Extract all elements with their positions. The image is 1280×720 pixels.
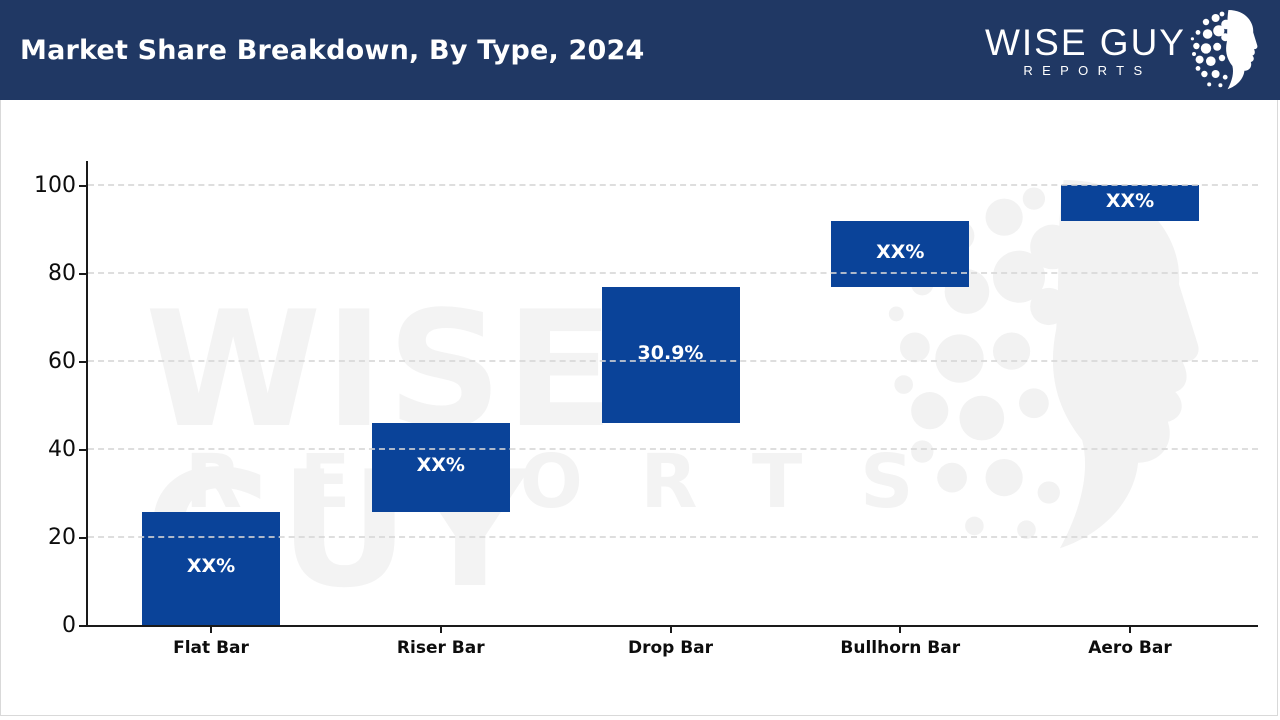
bar-value-label: XX% (416, 454, 465, 477)
y-tick-label: 80 (48, 261, 76, 286)
bar-value-label: XX% (186, 555, 236, 578)
y-tick-mark (79, 537, 86, 539)
gridline (88, 272, 1258, 274)
category-label: Bullhorn Bar (840, 638, 961, 658)
y-tick-mark (79, 449, 86, 451)
category-label: Aero Bar (1088, 638, 1172, 658)
bar (142, 511, 280, 625)
bar-value-label: XX% (1105, 189, 1155, 212)
y-tick-label: 40 (48, 437, 76, 462)
y-axis (86, 161, 88, 627)
logo-wordmark: WISE GUY REPORTS (985, 24, 1186, 77)
y-tick-mark (79, 361, 86, 363)
bar-value-label: 30.9% (637, 342, 704, 365)
logo-wordmark-line2: REPORTS (1023, 62, 1152, 78)
head-logo-icon (1190, 10, 1258, 90)
y-tick-mark (79, 185, 86, 187)
x-tick-mark (899, 627, 902, 633)
category-label: Drop Bar (627, 638, 714, 658)
x-tick-mark (1129, 627, 1131, 633)
y-tick-label: 60 (48, 349, 76, 374)
header-bar: Market Share Breakdown, By Type, 2024 WI… (0, 0, 1280, 100)
category-label: Flat Bar (173, 638, 249, 658)
x-tick-mark (669, 627, 672, 633)
category-label: Riser Bar (396, 638, 485, 658)
y-tick-label: 20 (48, 525, 76, 550)
page-title: Market Share Breakdown, By Type, 2024 (20, 34, 645, 66)
y-tick-mark (79, 625, 86, 627)
bar (371, 423, 510, 512)
x-tick-mark (439, 627, 442, 633)
gridline (88, 360, 1258, 362)
gridline (88, 536, 1258, 538)
x-axis (86, 625, 1258, 627)
y-tick-label: 0 (62, 613, 76, 638)
wiseguy-logo: WISE GUY REPORTS (985, 9, 1262, 91)
gridline (88, 448, 1258, 450)
bar (601, 287, 740, 424)
x-tick-mark (210, 627, 212, 633)
logo-wordmark-line1: WISE GUY (984, 21, 1186, 63)
gridline (88, 184, 1258, 186)
bar-value-label: XX% (876, 240, 925, 263)
y-tick-label: 100 (34, 173, 76, 198)
y-tick-mark (79, 273, 86, 275)
